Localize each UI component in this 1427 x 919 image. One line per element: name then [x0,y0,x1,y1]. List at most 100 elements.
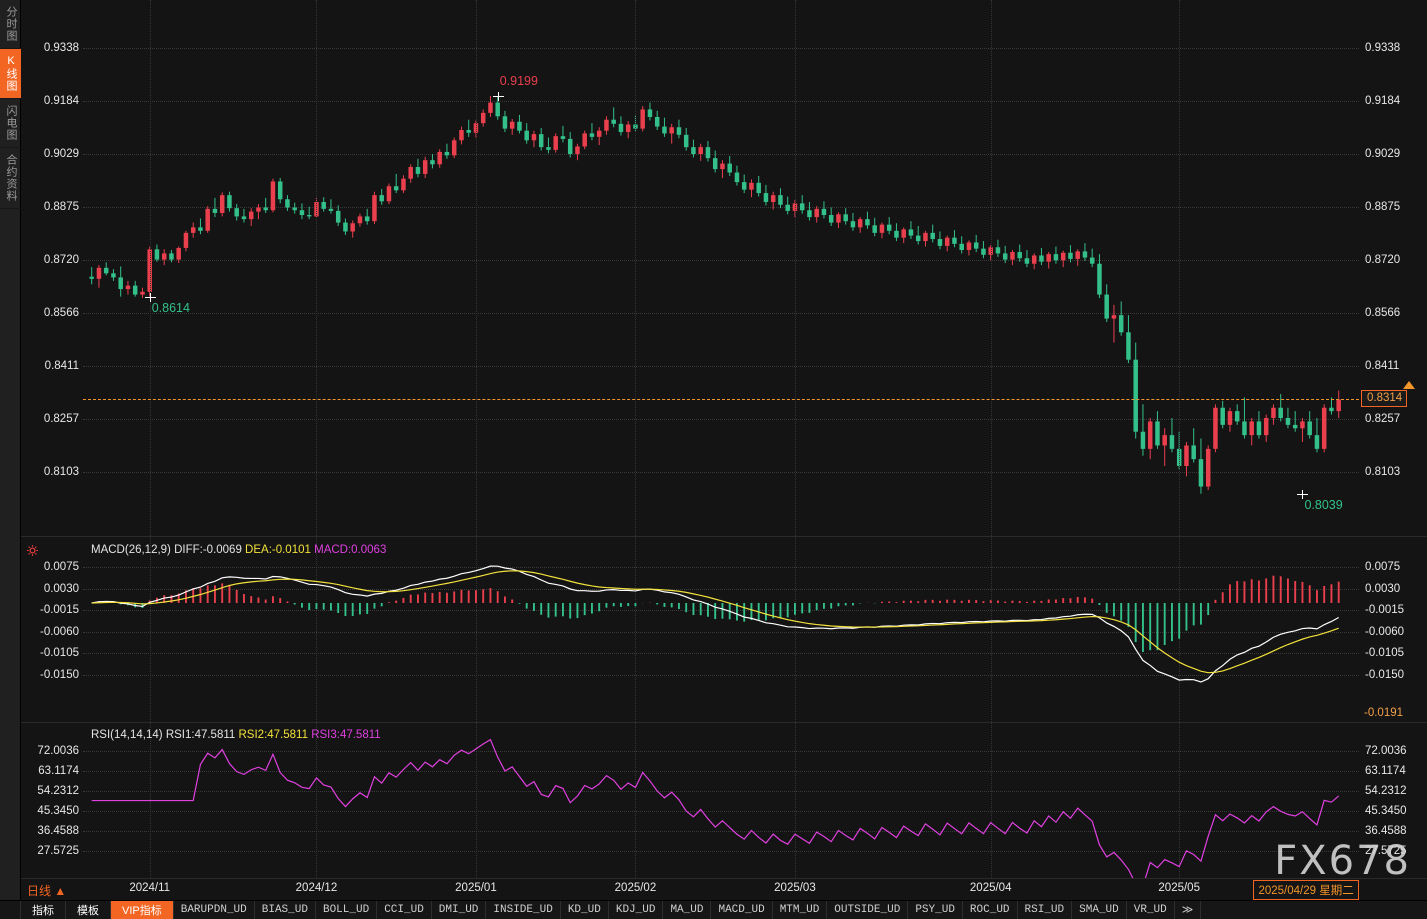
rsi-yaxis-left-tick: 63.1174 [38,765,79,778]
toolbar-item-ma-ud[interactable]: MA_UD [663,901,712,919]
toolbar-item-bias-ud[interactable]: BIAS_UD [255,901,316,919]
macd-yaxis-right-tick: 0.0075 [1365,561,1401,574]
rsi2-value: RSI2:47.5811 [238,729,308,741]
rsi3-value: RSI3:47.5811 [311,729,381,741]
sidebar-item-lightning[interactable]: 闪电图 [0,99,21,148]
vertical-gridline [990,723,992,878]
toolbar-item-mtm-ud[interactable]: MTM_UD [773,901,828,919]
vertical-gridline [794,0,796,536]
rsi-yaxis-left-tick: 27.5725 [37,844,79,857]
swing-low-label: 0.8614 [151,300,190,315]
vertical-gridline [149,0,151,536]
vertical-gridline [475,537,477,722]
gridline [83,850,1359,852]
gridline [83,751,1359,753]
price-yaxis-left-tick: 0.8257 [43,413,79,426]
toolbar-item-[interactable]: 指标 [21,901,66,919]
gridline [83,610,1359,612]
gridline [83,567,1359,569]
toolbar-item-rsi-ud[interactable]: RSI_UD [1018,901,1073,919]
macd-current-value-tag[interactable]: -0.0191 [1361,707,1407,719]
macd-yaxis-left-tick: -0.0060 [39,625,79,638]
gridline [83,471,1359,473]
price-yaxis-left-tick: 0.8875 [43,201,79,214]
macd-dea-value: DEA:-0.0101 [245,544,311,556]
macd-yaxis-left-tick: 0.0030 [43,582,79,595]
rsi-series [91,738,1340,878]
x-axis-tick: 2024/11 [129,882,171,894]
macd-yaxis-right-tick: -0.0105 [1365,647,1405,660]
sidebar-item-contract-info[interactable]: 合约资料 [0,148,21,209]
price-yaxis-right-tick: 0.9029 [1365,148,1401,161]
toolbar-item-barupdn-ud[interactable]: BARUPDN_UD [174,901,255,919]
vertical-gridline [1179,723,1181,878]
sidebar-item-kline[interactable]: K线图 [0,49,21,99]
toolbar-item-vip[interactable]: VIP指标 [111,901,174,919]
toolbar-filler [1201,901,1427,919]
toolbar-item-boll-ud[interactable]: BOLL_UD [316,901,378,919]
rsi-legend: RSI(14,14,14) RSI1:47.5811 RSI2:47.5811 … [91,729,381,741]
x-axis-tick: 2025/03 [774,882,816,894]
current-price-tag[interactable]: 0.8314 [1361,390,1408,408]
toolbar-item-[interactable]: 模板 [66,901,111,919]
toolbar-item-inside-ud[interactable]: INSIDE_UD [486,901,561,919]
candlestick-series [89,96,1341,494]
gridline [83,366,1359,368]
x-axis-tick: 2025/02 [614,882,657,894]
price-yaxis-left-tick: 0.8720 [43,254,79,267]
vertical-gridline [316,723,318,878]
vertical-gridline [794,537,796,722]
toolbar-item-kd-ud[interactable]: KD_UD [561,901,609,919]
macd-settings-icon[interactable] [27,545,38,556]
swing-high-marker [492,92,504,102]
toolbar-item-[interactable]: ≫ [1175,901,1202,919]
toolbar-item-dmi-ud[interactable]: DMI_UD [432,901,487,919]
toolbar-item-kdj-ud[interactable]: KDJ_UD [609,901,664,919]
x-axis-tick: 2025/05 [1158,882,1200,894]
current-price-line [83,399,1359,401]
toolbar-item-cci-ud[interactable]: CCI_UD [377,901,432,919]
timeframe-toggle[interactable]: 日线 ▲ [27,884,67,898]
rsi-yaxis-left-tick: 36.4588 [37,824,79,837]
vertical-gridline [1179,0,1181,536]
macd-plot-area[interactable] [83,537,1359,722]
price-yaxis-right-tick: 0.9338 [1365,42,1401,55]
rsi-yaxis-left-tick: 45.3450 [37,805,79,817]
price-plot-area[interactable] [83,0,1359,536]
toolbar-item-roc-ud[interactable]: ROC_UD [963,901,1018,919]
hover-date-tooltip: 2025/04/29 星期二 [1253,880,1359,900]
swing-high-label: 0.9199 [499,74,538,89]
vertical-gridline [635,723,637,878]
rsi-yaxis-right-tick: 45.3450 [1365,805,1407,817]
price-yaxis-left-tick: 0.9029 [43,148,79,161]
vertical-gridline [794,723,796,878]
toolbar-item-psy-ud[interactable]: PSY_UD [908,901,963,919]
price-yaxis-right-tick: 0.8720 [1365,254,1401,267]
gridline [83,771,1359,773]
toolbar-item-macd-ud[interactable]: MACD_UD [711,901,773,919]
vertical-gridline [475,0,477,536]
macd-yaxis-left-tick: -0.0150 [39,668,79,681]
toolbar-item-sma-ud[interactable]: SMA_UD [1072,901,1127,919]
sidebar-item-timeline[interactable]: 分时图 [0,0,21,49]
rsi-plot-area[interactable] [83,723,1359,878]
rsi-yaxis-right-tick: 72.0036 [1365,745,1407,758]
gridline [83,207,1359,209]
gridline [83,154,1359,156]
vertical-gridline [635,537,637,722]
current-price-arrow-icon [1403,381,1415,390]
toolbar-item-outside-ud[interactable]: OUTSIDE_UD [827,901,909,919]
gridline [83,313,1359,315]
toolbar-item-vr-ud[interactable]: VR_UD [1127,901,1175,919]
macd-hist-value: MACD:0.0063 [314,544,387,556]
indicator-toolbar: 指标 模板 VIP指标 BARUPDN_UD BIAS_UD BOLL_UD CCI_UD D… [0,900,1427,919]
rsi1-value: RSI1:47.5811 [165,729,236,741]
recent-low-label: 0.8039 [1304,497,1343,512]
gridline [83,830,1359,832]
vertical-gridline [635,0,637,536]
watermark: FX678 [1274,838,1411,884]
vertical-gridline [475,723,477,878]
gridline [83,674,1359,676]
rsi-yaxis-right-tick: 36.4588 [1365,824,1407,837]
